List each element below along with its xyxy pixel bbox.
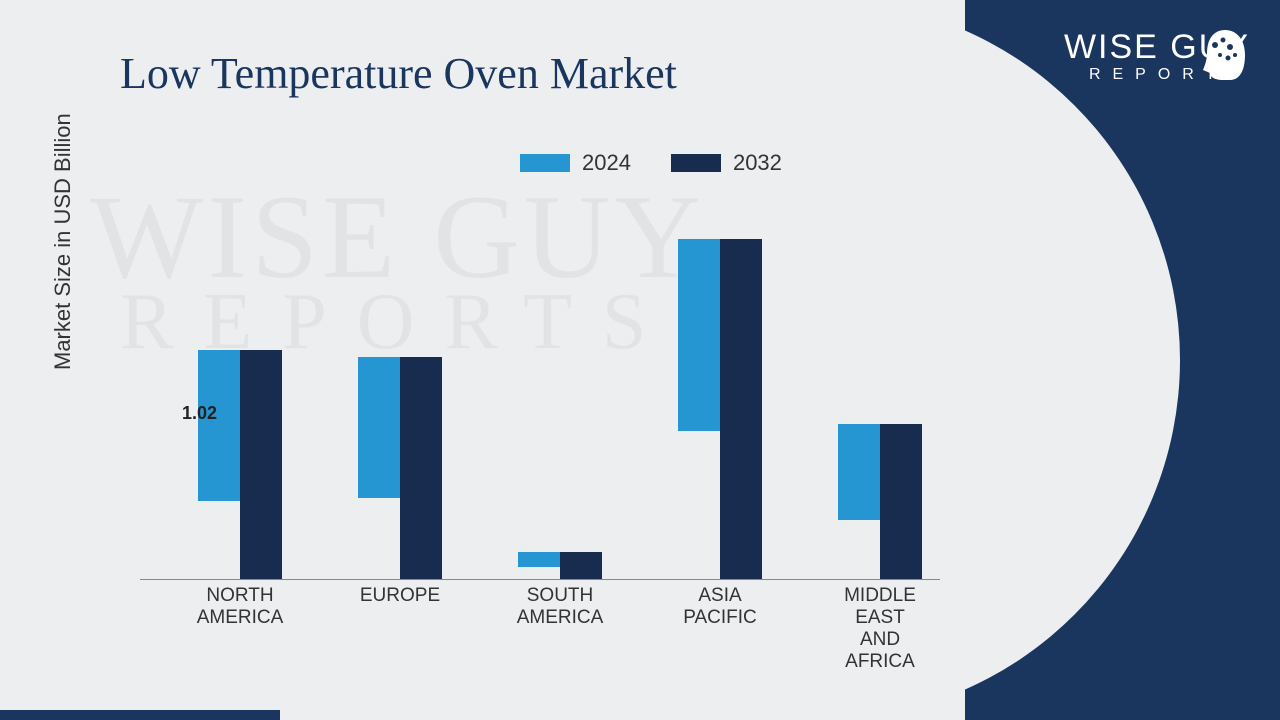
bar-group <box>820 424 940 579</box>
chart-area: Market Size in USD Billion 2024 2032 1.0… <box>100 150 950 650</box>
logo-head-icon <box>1195 25 1255 85</box>
bar-group <box>180 350 300 579</box>
brand-logo: WISE GUY REPORTS <box>1064 30 1250 84</box>
x-axis-label: MIDDLEEASTANDAFRICA <box>810 585 950 672</box>
legend-swatch-2032 <box>671 154 721 172</box>
bar-group <box>500 552 620 579</box>
bar-2032 <box>720 239 762 579</box>
bar-value-label: 1.02 <box>182 403 217 424</box>
bottom-accent-bar <box>0 710 280 720</box>
bar-2032 <box>880 424 922 579</box>
bar-2024 <box>518 552 560 567</box>
x-axis-label: NORTHAMERICA <box>170 585 310 629</box>
legend-swatch-2024 <box>520 154 570 172</box>
bar-group <box>340 357 460 579</box>
legend-item-2032: 2032 <box>671 150 782 176</box>
bar-2024 <box>358 357 400 498</box>
bar-2032 <box>400 357 442 579</box>
bar-2032 <box>560 552 602 579</box>
bar-2024 <box>678 239 720 431</box>
legend-item-2024: 2024 <box>520 150 631 176</box>
y-axis-label: Market Size in USD Billion <box>50 113 76 370</box>
x-axis-label: EUROPE <box>330 585 470 607</box>
bar-2024 <box>198 350 240 501</box>
x-axis-label: ASIAPACIFIC <box>650 585 790 629</box>
chart-title: Low Temperature Oven Market <box>120 48 677 99</box>
bar-group <box>660 239 780 579</box>
legend-label-2032: 2032 <box>733 150 782 176</box>
legend-label-2024: 2024 <box>582 150 631 176</box>
legend: 2024 2032 <box>520 150 782 176</box>
right-decor-panel <box>965 0 1280 720</box>
bar-2024 <box>838 424 880 520</box>
plot-area: 1.02 <box>140 210 940 580</box>
x-axis-label: SOUTHAMERICA <box>490 585 630 629</box>
bar-2032 <box>240 350 282 579</box>
